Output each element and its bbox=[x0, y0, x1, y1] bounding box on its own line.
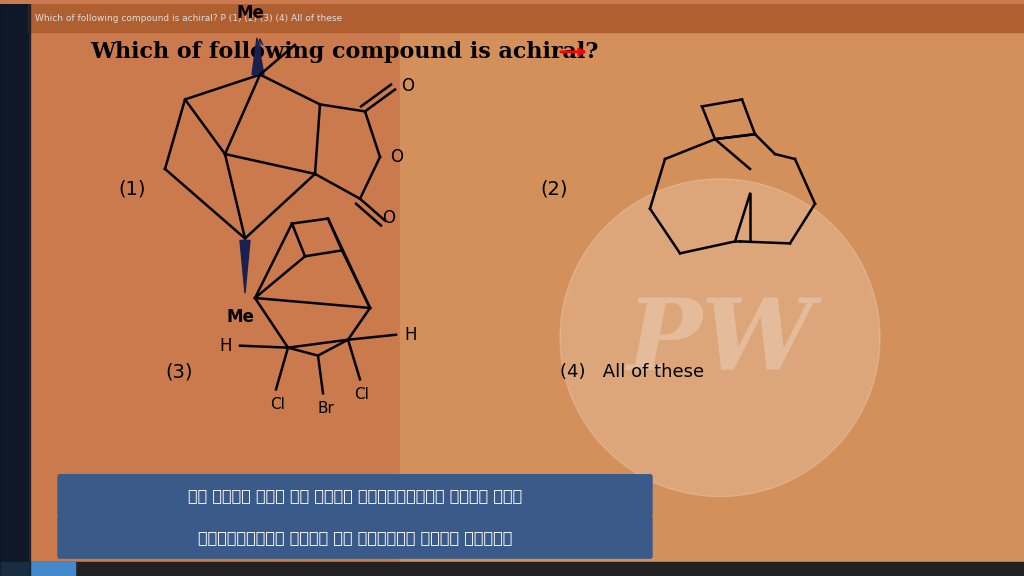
Text: O: O bbox=[401, 77, 414, 94]
Text: (1): (1) bbox=[118, 179, 145, 198]
Text: Cl: Cl bbox=[354, 388, 370, 403]
Text: O: O bbox=[390, 148, 403, 166]
Text: कि पहली बात तो अकाल मॉलिक्यूल बेटा एसा: कि पहली बात तो अकाल मॉलिक्यूल बेटा एसा bbox=[187, 488, 522, 503]
Text: O: O bbox=[383, 209, 395, 226]
Text: Cl: Cl bbox=[270, 397, 286, 412]
Text: Which of following compound is achiral? P (1) (2) (3) (4) All of these: Which of following compound is achiral? … bbox=[35, 14, 342, 22]
Text: मॉलिक्यूल होता है जिसमें कारल सेंटर: मॉलिक्यूल होता है जिसमें कारल सेंटर bbox=[198, 530, 512, 545]
Text: H: H bbox=[219, 336, 232, 355]
Text: Which of following compound is achiral?: Which of following compound is achiral? bbox=[90, 41, 598, 63]
FancyBboxPatch shape bbox=[58, 517, 652, 558]
Text: Me: Me bbox=[226, 308, 254, 326]
Text: Me: Me bbox=[237, 4, 264, 22]
Text: (4)   All of these: (4) All of these bbox=[560, 363, 705, 381]
Bar bbox=[0, 562, 1024, 576]
Text: H: H bbox=[404, 326, 417, 344]
Bar bbox=[0, 562, 75, 576]
Bar bbox=[0, 4, 30, 576]
Bar bbox=[0, 4, 28, 576]
Text: (3): (3) bbox=[165, 363, 193, 382]
Bar bbox=[400, 4, 1024, 576]
Text: Br: Br bbox=[317, 401, 335, 416]
Bar bbox=[28, 4, 1024, 32]
Polygon shape bbox=[252, 38, 264, 75]
Text: (2): (2) bbox=[540, 179, 567, 198]
Circle shape bbox=[560, 179, 880, 497]
Text: PW: PW bbox=[627, 294, 814, 391]
FancyBboxPatch shape bbox=[58, 475, 652, 517]
Polygon shape bbox=[240, 240, 250, 293]
